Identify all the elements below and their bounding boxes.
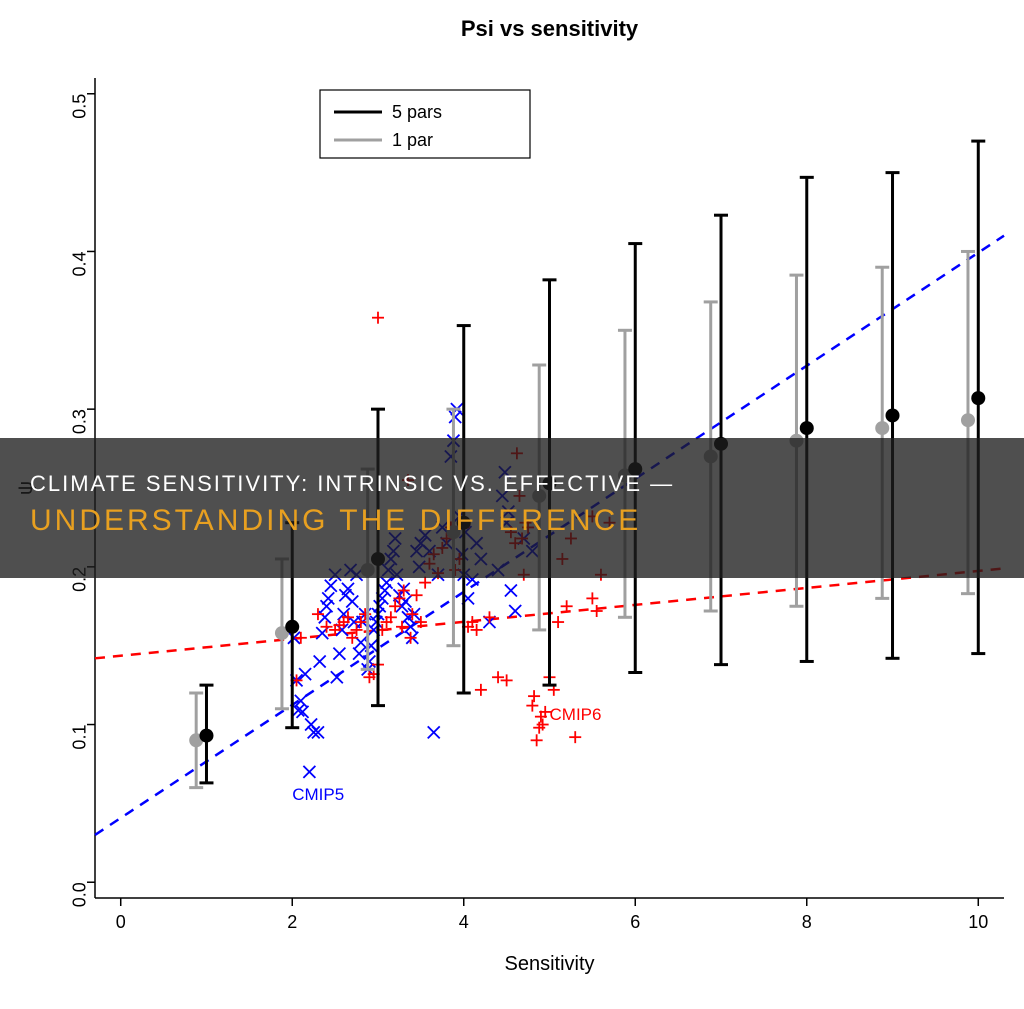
svg-text:5 pars: 5 pars: [392, 102, 442, 122]
overlay-line1: CLIMATE SENSITIVITY: INTRINSIC VS. EFFEC…: [30, 471, 1024, 497]
svg-text:0: 0: [116, 912, 126, 932]
svg-text:4: 4: [459, 912, 469, 932]
svg-text:0.3: 0.3: [70, 409, 90, 434]
svg-text:CMIP6: CMIP6: [550, 705, 602, 724]
overlay-line2: UNDERSTANDING THE DIFFERENCE: [30, 497, 1024, 545]
overlay-band: CLIMATE SENSITIVITY: INTRINSIC VS. EFFEC…: [0, 438, 1024, 578]
svg-text:10: 10: [968, 912, 988, 932]
svg-text:2: 2: [287, 912, 297, 932]
svg-text:0.0: 0.0: [70, 882, 90, 907]
svg-text:1 par: 1 par: [392, 130, 433, 150]
svg-text:Sensitivity: Sensitivity: [504, 953, 594, 975]
svg-text:0.1: 0.1: [70, 725, 90, 750]
svg-text:CMIP5: CMIP5: [292, 785, 344, 804]
svg-text:6: 6: [630, 912, 640, 932]
svg-text:0.5: 0.5: [70, 94, 90, 119]
svg-text:8: 8: [802, 912, 812, 932]
svg-text:0.4: 0.4: [70, 251, 90, 276]
svg-text:Psi vs sensitivity: Psi vs sensitivity: [461, 16, 639, 41]
